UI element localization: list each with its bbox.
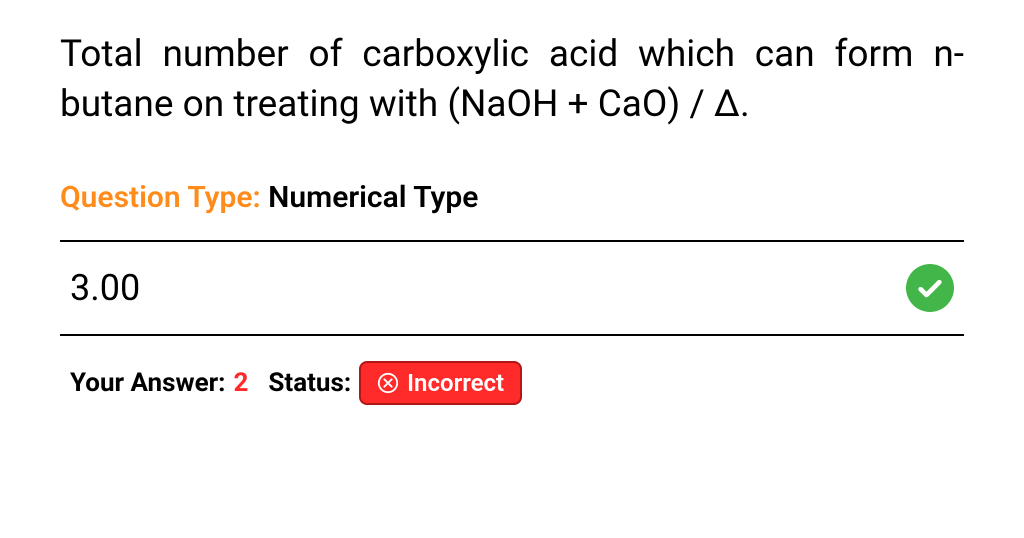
x-circle-icon (377, 372, 399, 394)
question-type-label: Question Type: (60, 180, 261, 215)
your-answer-label: Your Answer: (70, 368, 225, 398)
correct-answer-value: 3.00 (70, 267, 140, 309)
question-type-row: Question Type: Numerical Type (60, 180, 964, 215)
check-icon (906, 264, 954, 312)
status-badge-text: Incorrect (407, 369, 504, 397)
status-row: Your Answer: 2 Status: Incorrect (60, 361, 964, 405)
status-badge: Incorrect (359, 361, 522, 405)
question-type-value: Numerical Type (268, 180, 478, 215)
correct-answer-box: 3.00 (60, 240, 964, 336)
your-answer-value: 2 (233, 368, 248, 398)
question-text: Total number of carboxylic acid which ca… (60, 30, 964, 130)
status-label: Status: (268, 368, 351, 398)
